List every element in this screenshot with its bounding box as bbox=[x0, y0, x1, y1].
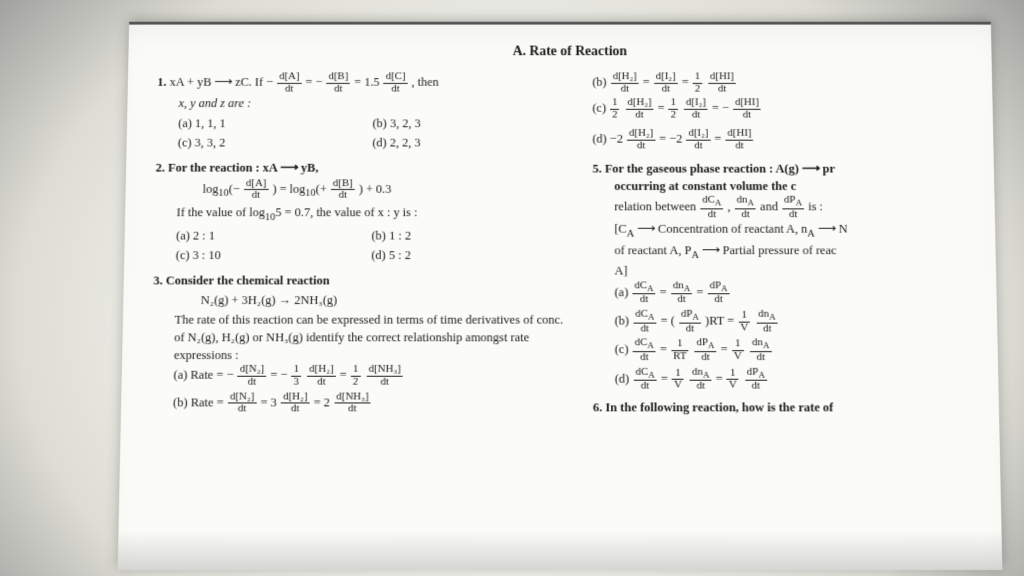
q1-opt-b: (b) 3, 2, 3 bbox=[372, 114, 566, 131]
q1-stem: 1. xA + yB ⟶ zC. If − d[A]dt = − d[B]dt … bbox=[157, 72, 567, 95]
textbook-page: A. Rate of Reaction 1. xA + yB ⟶ zC. If … bbox=[118, 22, 1003, 570]
q3-stem: 3. Consider the chemical reaction bbox=[153, 272, 567, 290]
q1-line2: x, y and z are : bbox=[157, 95, 567, 112]
question-1: 1. xA + yB ⟶ zC. If − d[A]dt = − d[B]dt … bbox=[156, 72, 567, 153]
q5-opt-a: (a) dCAdt = dnAdt = dPAdt bbox=[614, 280, 986, 306]
q3-opt-b: (b) Rate = d[N₂]dt = 3 d[H₂]dt = 2 d[NH₃… bbox=[173, 391, 567, 415]
q3-paragraph: The rate of this reaction can be express… bbox=[152, 311, 567, 364]
q1-opt-d: (d) 2, 2, 3 bbox=[372, 134, 567, 151]
q2-stem: 2. For the reaction : xA ⟶ yB, bbox=[156, 159, 567, 177]
q2-opt-c: (c) 3 : 10 bbox=[176, 246, 372, 264]
two-column-layout: 1. xA + yB ⟶ zC. If − d[A]dt = − d[B]dt … bbox=[151, 72, 990, 423]
q5-opt-d: (d) dCAdt = 1V dnAdt = 1V dPAdt bbox=[615, 367, 989, 393]
q1-frac3: d[C]dt bbox=[384, 72, 408, 95]
q3-equation: N₂(g) + 3H₂(g) → 2NH₃(g) bbox=[153, 291, 567, 309]
q1-options: (a) 1, 1, 1 (b) 3, 2, 3 (c) 3, 3, 2 (d) … bbox=[156, 114, 567, 153]
question-5: 5. For the gaseous phase reaction : A(g)… bbox=[592, 160, 988, 393]
q1-number: 1. bbox=[157, 75, 166, 88]
page-top-edge bbox=[129, 22, 991, 25]
left-column: 1. xA + yB ⟶ zC. If − d[A]dt = − d[B]dt … bbox=[151, 72, 567, 423]
q2-equation: log10(− d[A]dt ) = log10(+ d[B]dt ) + 0.… bbox=[155, 178, 567, 201]
q2-frac2: d[B]dt bbox=[331, 178, 355, 201]
q2-line2: If the value of log105 = 0.7, the value … bbox=[155, 204, 567, 225]
right-column: (b) d[H₂]dt = d[I₂]dt = 12 d[HI]dt (c) 1… bbox=[592, 72, 989, 423]
q2-options: (a) 2 : 1 (b) 1 : 2 (c) 3 : 10 (d) 5 : 2 bbox=[154, 226, 567, 265]
q4-opt-c: (c) 12 d[H₂]dt = 12 d[I₂]dt = − d[HI]dt bbox=[592, 98, 983, 121]
q5-relation: relation between dCAdt , dnAdt and dPAdt… bbox=[593, 195, 986, 221]
q1-mid2: = 1.5 bbox=[354, 75, 383, 88]
q5-bracket1: [CA ⟶ Concentration of reactant A, nA ⟶ … bbox=[593, 220, 986, 241]
q5-opt-c: (c) dCAdt = 1RT dPAdt = 1V dnAdt bbox=[615, 338, 988, 364]
question-6-partial: 6. In the following reaction, how is the… bbox=[593, 398, 989, 416]
q1-frac1: d[A]dt bbox=[277, 72, 302, 95]
q5-stem2: occurring at constant volume the c bbox=[592, 177, 984, 195]
q3-opt-a: (a) Rate = − d[N₂]dt = − 13 d[H₂]dt = 12… bbox=[173, 364, 567, 388]
q5-opt-b: (b) dCAdt = ( dPAdt )RT = 1V dnAdt bbox=[615, 309, 988, 335]
q2-opt-b: (b) 1 : 2 bbox=[371, 226, 566, 244]
q1-mid1: = − bbox=[305, 75, 322, 88]
q4-opt-b: (b) d[H₂]dt = d[I₂]dt = 12 d[HI]dt bbox=[592, 72, 982, 95]
q4-opt-d: (d) −2 d[H₂]dt = −2 d[I₂]dt = d[HI]dt bbox=[592, 129, 983, 152]
q2-opt-a: (a) 2 : 1 bbox=[176, 226, 372, 244]
question-4-partial: (b) d[H₂]dt = d[I₂]dt = 12 d[HI]dt (c) 1… bbox=[592, 72, 983, 152]
q3-options: (a) Rate = − d[N₂]dt = − 13 d[H₂]dt = 12… bbox=[151, 364, 567, 415]
question-2: 2. For the reaction : xA ⟶ yB, log10(− d… bbox=[154, 159, 567, 266]
q5-stem1: 5. For the gaseous phase reaction : A(g)… bbox=[592, 160, 984, 178]
q5-bracket3: A] bbox=[593, 262, 987, 280]
section-heading: A. Rate of Reaction bbox=[158, 43, 982, 62]
page-bottom-vignette bbox=[118, 530, 1003, 570]
q2-frac1: d[A]dt bbox=[244, 178, 269, 201]
q2-opt-d: (d) 5 : 2 bbox=[371, 246, 567, 264]
q1-opt-a: (a) 1, 1, 1 bbox=[178, 114, 373, 131]
q1-opt-c: (c) 3, 3, 2 bbox=[178, 134, 373, 151]
q5-bracket2: of reactant A, PA ⟶ Partial pressure of … bbox=[593, 241, 986, 262]
q1-text-a: xA + yB ⟶ zC. If − bbox=[170, 75, 274, 88]
q1-tail: , then bbox=[411, 75, 438, 88]
question-3: 3. Consider the chemical reaction N₂(g) … bbox=[151, 272, 567, 415]
q5-options: (a) dCAdt = dnAdt = dPAdt (b) dCAdt = ( … bbox=[593, 280, 989, 392]
q1-frac2: d[B]dt bbox=[326, 72, 350, 95]
